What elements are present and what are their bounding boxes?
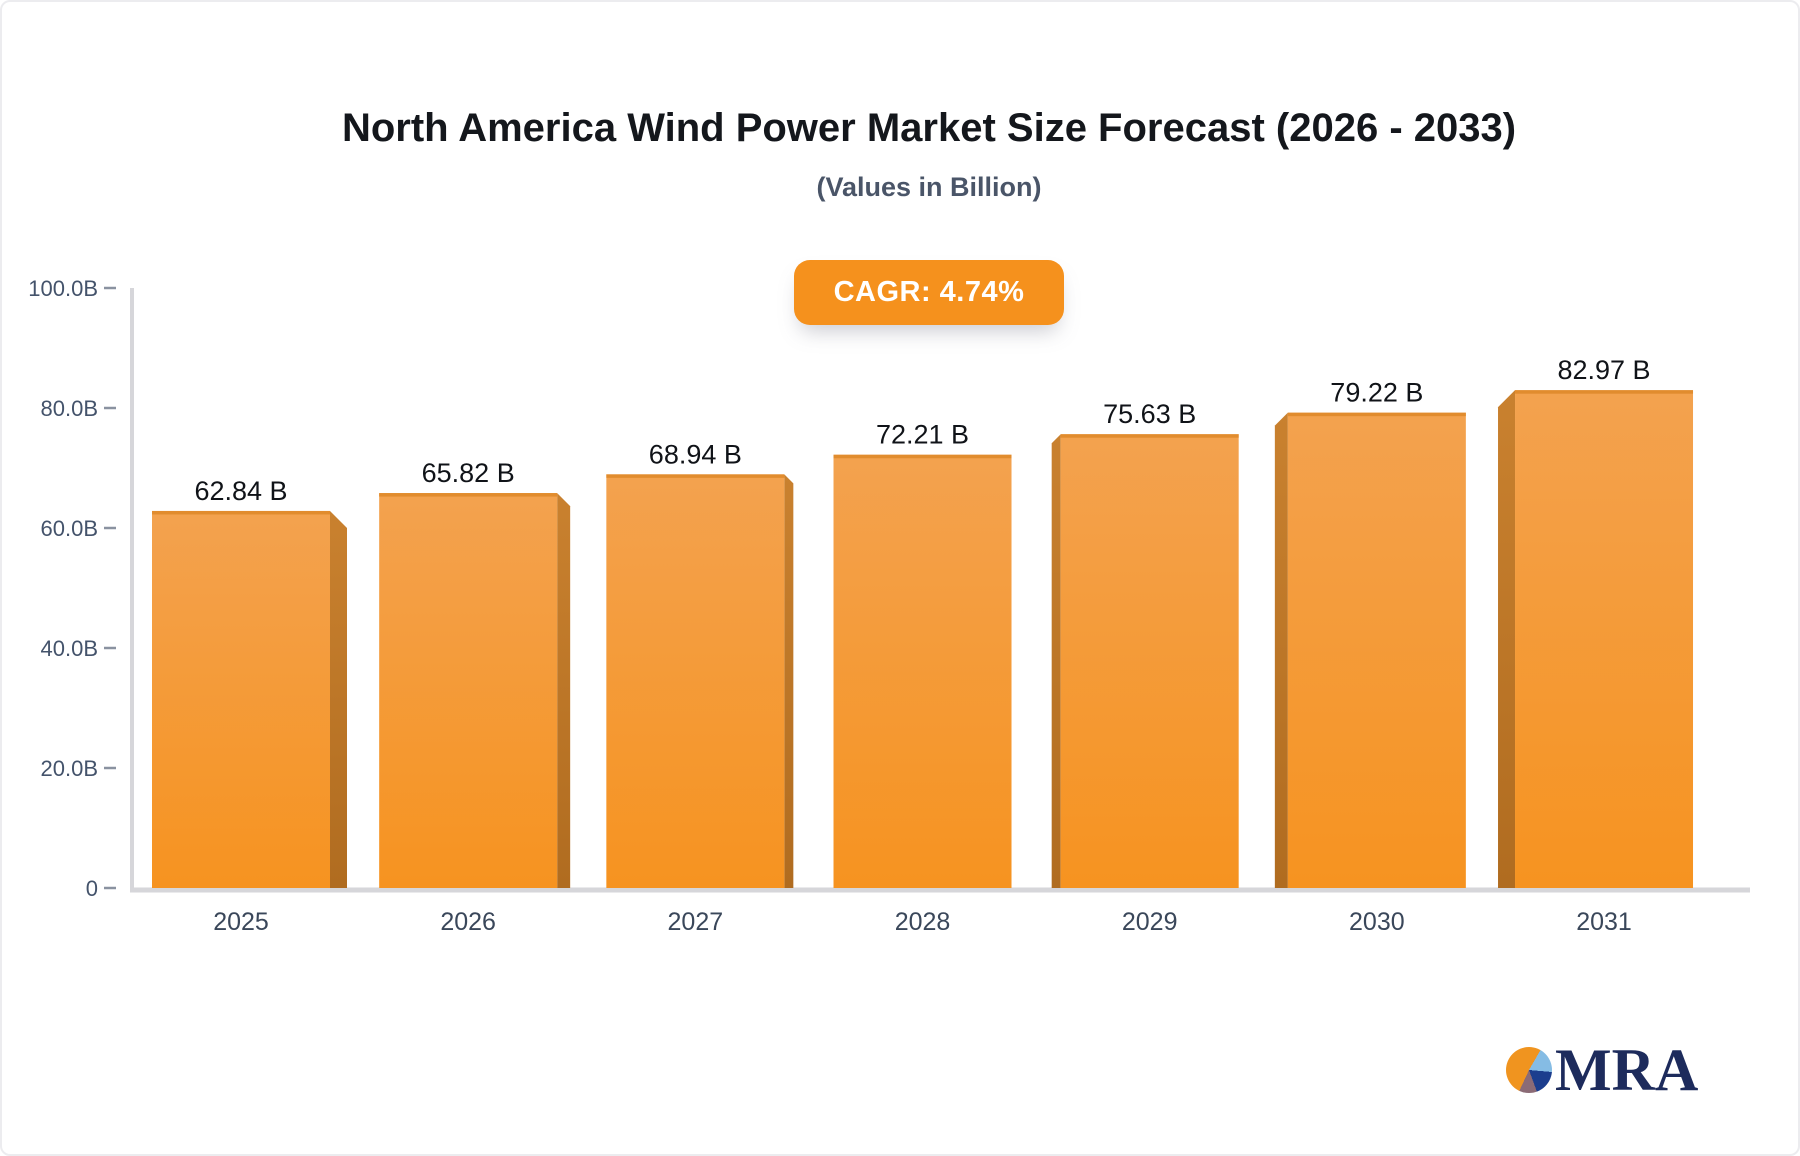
y-tick-label-80.0B: 80.0B bbox=[41, 396, 99, 421]
y-tick-label-100.0B: 100.0B bbox=[28, 276, 98, 301]
bar-side-2025 bbox=[330, 510, 347, 888]
bar-2025 bbox=[152, 510, 330, 888]
bar-2031 bbox=[1515, 390, 1694, 888]
bar-value-label-2027: 68.94 B bbox=[649, 439, 742, 469]
y-tick-label-60.0B: 60.0B bbox=[41, 516, 99, 541]
x-tick-label-2027: 2027 bbox=[668, 908, 724, 936]
x-tick-label-2030: 2030 bbox=[1349, 908, 1405, 936]
bar-value-label-2025: 62.84 B bbox=[194, 476, 287, 506]
bar-value-label-2028: 72.21 B bbox=[876, 420, 969, 450]
y-tick-label-20.0B: 20.0B bbox=[41, 756, 99, 781]
logo-text: MRA bbox=[1555, 1037, 1699, 1103]
bar-side-2029 bbox=[1051, 434, 1061, 888]
bar-2027 bbox=[606, 474, 785, 888]
bar-side-2031 bbox=[1498, 390, 1516, 888]
bar-side-2030 bbox=[1274, 412, 1288, 888]
bar-value-label-2030: 79.22 B bbox=[1330, 378, 1423, 408]
bar-2026 bbox=[379, 493, 558, 888]
x-tick-label-2028: 2028 bbox=[895, 908, 951, 936]
cagr-badge-label: CAGR: 4.74% bbox=[833, 276, 1025, 308]
bar-2030 bbox=[1287, 412, 1466, 888]
x-tick-label-2025: 2025 bbox=[213, 908, 269, 936]
bar-top-edge-2029 bbox=[1060, 434, 1239, 438]
chart-title: North America Wind Power Market Size For… bbox=[341, 106, 1517, 150]
chart-subtitle: (Values in Billion) bbox=[816, 172, 1042, 202]
bar-top-edge-2027 bbox=[606, 474, 785, 478]
brand-logo: MRA bbox=[1506, 1040, 1698, 1100]
bar-2029 bbox=[1060, 434, 1239, 888]
cagr-badge: CAGR: 4.74% bbox=[794, 260, 1064, 325]
bar-2028 bbox=[833, 454, 1012, 888]
bar-side-2027 bbox=[784, 474, 794, 888]
x-tick-label-2031: 2031 bbox=[1576, 908, 1632, 936]
x-tick-label-2026: 2026 bbox=[440, 908, 496, 936]
bar-top-edge-2025 bbox=[152, 510, 330, 515]
y-tick-label-0: 0 bbox=[86, 876, 98, 901]
x-tick-label-2029: 2029 bbox=[1122, 908, 1178, 936]
bar-value-label-2029: 75.63 B bbox=[1103, 399, 1196, 429]
bar-side-2026 bbox=[557, 493, 571, 888]
bar-top-edge-2028 bbox=[833, 454, 1012, 459]
bar-top-edge-2026 bbox=[379, 493, 558, 497]
logo-pie-icon bbox=[1506, 1047, 1552, 1093]
bar-value-label-2031: 82.97 B bbox=[1557, 355, 1650, 385]
bar-value-label-2026: 65.82 B bbox=[422, 458, 515, 488]
y-tick-label-40.0B: 40.0B bbox=[41, 636, 99, 661]
bar-top-edge-2030 bbox=[1287, 412, 1466, 417]
bar-top-edge-2031 bbox=[1515, 390, 1694, 394]
